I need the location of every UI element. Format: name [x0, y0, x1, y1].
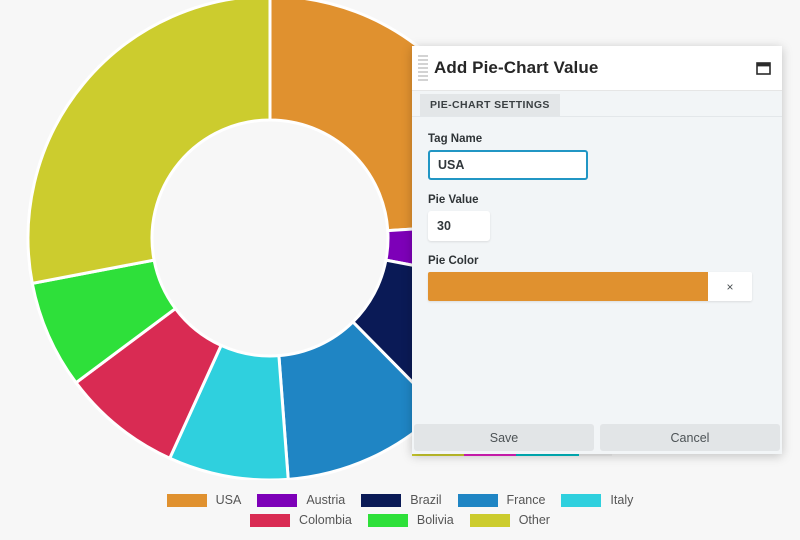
legend-item-other[interactable]: Other	[469, 513, 550, 527]
legend-item-france[interactable]: France	[457, 493, 546, 507]
progress-segment	[412, 452, 464, 456]
legend-label: France	[506, 493, 546, 507]
legend-item-colombia[interactable]: Colombia	[250, 513, 352, 527]
legend-label: Bolivia	[416, 513, 454, 527]
progress-segment	[579, 452, 612, 456]
progress-segment	[516, 452, 579, 456]
pie-color-label: Pie Color	[428, 255, 479, 267]
cancel-button[interactable]: Cancel	[600, 424, 780, 451]
pie-slice-other[interactable]	[26, 0, 272, 286]
chart-legend: USA Austria Brazil France Italy Colombia Boli…	[0, 480, 800, 540]
tab-pie-chart-settings[interactable]: PIE-CHART SETTINGS	[420, 94, 560, 116]
legend-item-bolivia[interactable]: Bolivia	[367, 513, 454, 527]
drag-grip-icon[interactable]	[418, 55, 428, 81]
progress-segment	[464, 452, 516, 456]
legend-label: Brazil	[410, 493, 442, 507]
legend-row: Colombia Bolivia Other	[242, 513, 558, 527]
pie-color-field: Pie Color ×	[428, 255, 766, 301]
legend-label: USA	[215, 493, 242, 507]
legend-swatch-icon	[457, 493, 498, 507]
legend-label: Colombia	[299, 513, 352, 527]
pie-value-input[interactable]	[428, 211, 490, 241]
dialog-titlebar[interactable]: Add Pie-Chart Value	[412, 46, 782, 91]
tag-name-field: Tag Name	[428, 133, 766, 180]
legend-item-austria[interactable]: Austria	[257, 493, 345, 507]
legend-label: Austria	[306, 493, 346, 507]
tag-name-label: Tag Name	[428, 133, 483, 145]
save-button[interactable]: Save	[414, 424, 594, 451]
legend-swatch-icon	[561, 493, 602, 507]
dialog-title: Add Pie-Chart Value	[434, 58, 599, 77]
legend-label: Italy	[610, 493, 634, 507]
pie-color-swatch[interactable]	[428, 272, 708, 301]
pie-value-field: Pie Value	[428, 194, 766, 241]
maximize-glyph	[755, 61, 771, 75]
pie-value-label: Pie Value	[428, 194, 479, 206]
legend-swatch-icon	[367, 513, 408, 527]
legend-swatch-icon	[250, 513, 291, 527]
legend-row: USA Austria Brazil France Italy	[159, 493, 642, 507]
dialog-body: Tag Name Pie Value Pie Color ×	[412, 117, 782, 424]
legend-swatch-icon	[166, 493, 207, 507]
add-pie-chart-value-dialog: Add Pie-Chart Value PIE-CHART SETTINGS T…	[412, 46, 782, 454]
legend-swatch-icon	[469, 513, 510, 527]
legend-swatch-icon	[361, 493, 402, 507]
legend-item-usa[interactable]: USA	[166, 493, 242, 507]
legend-label: Other	[518, 513, 550, 527]
legend-item-italy[interactable]: Italy	[561, 493, 633, 507]
legend-swatch-icon	[257, 493, 298, 507]
legend-item-brazil[interactable]: Brazil	[361, 493, 442, 507]
pie-color-control: ×	[428, 272, 752, 301]
dialog-footer: Save Cancel	[412, 424, 782, 454]
dialog-tabbar: PIE-CHART SETTINGS	[412, 91, 782, 117]
tag-name-input[interactable]	[428, 150, 588, 180]
maximize-icon[interactable]	[754, 59, 772, 77]
loading-progress-bar	[412, 452, 612, 456]
clear-color-button[interactable]: ×	[708, 272, 752, 301]
